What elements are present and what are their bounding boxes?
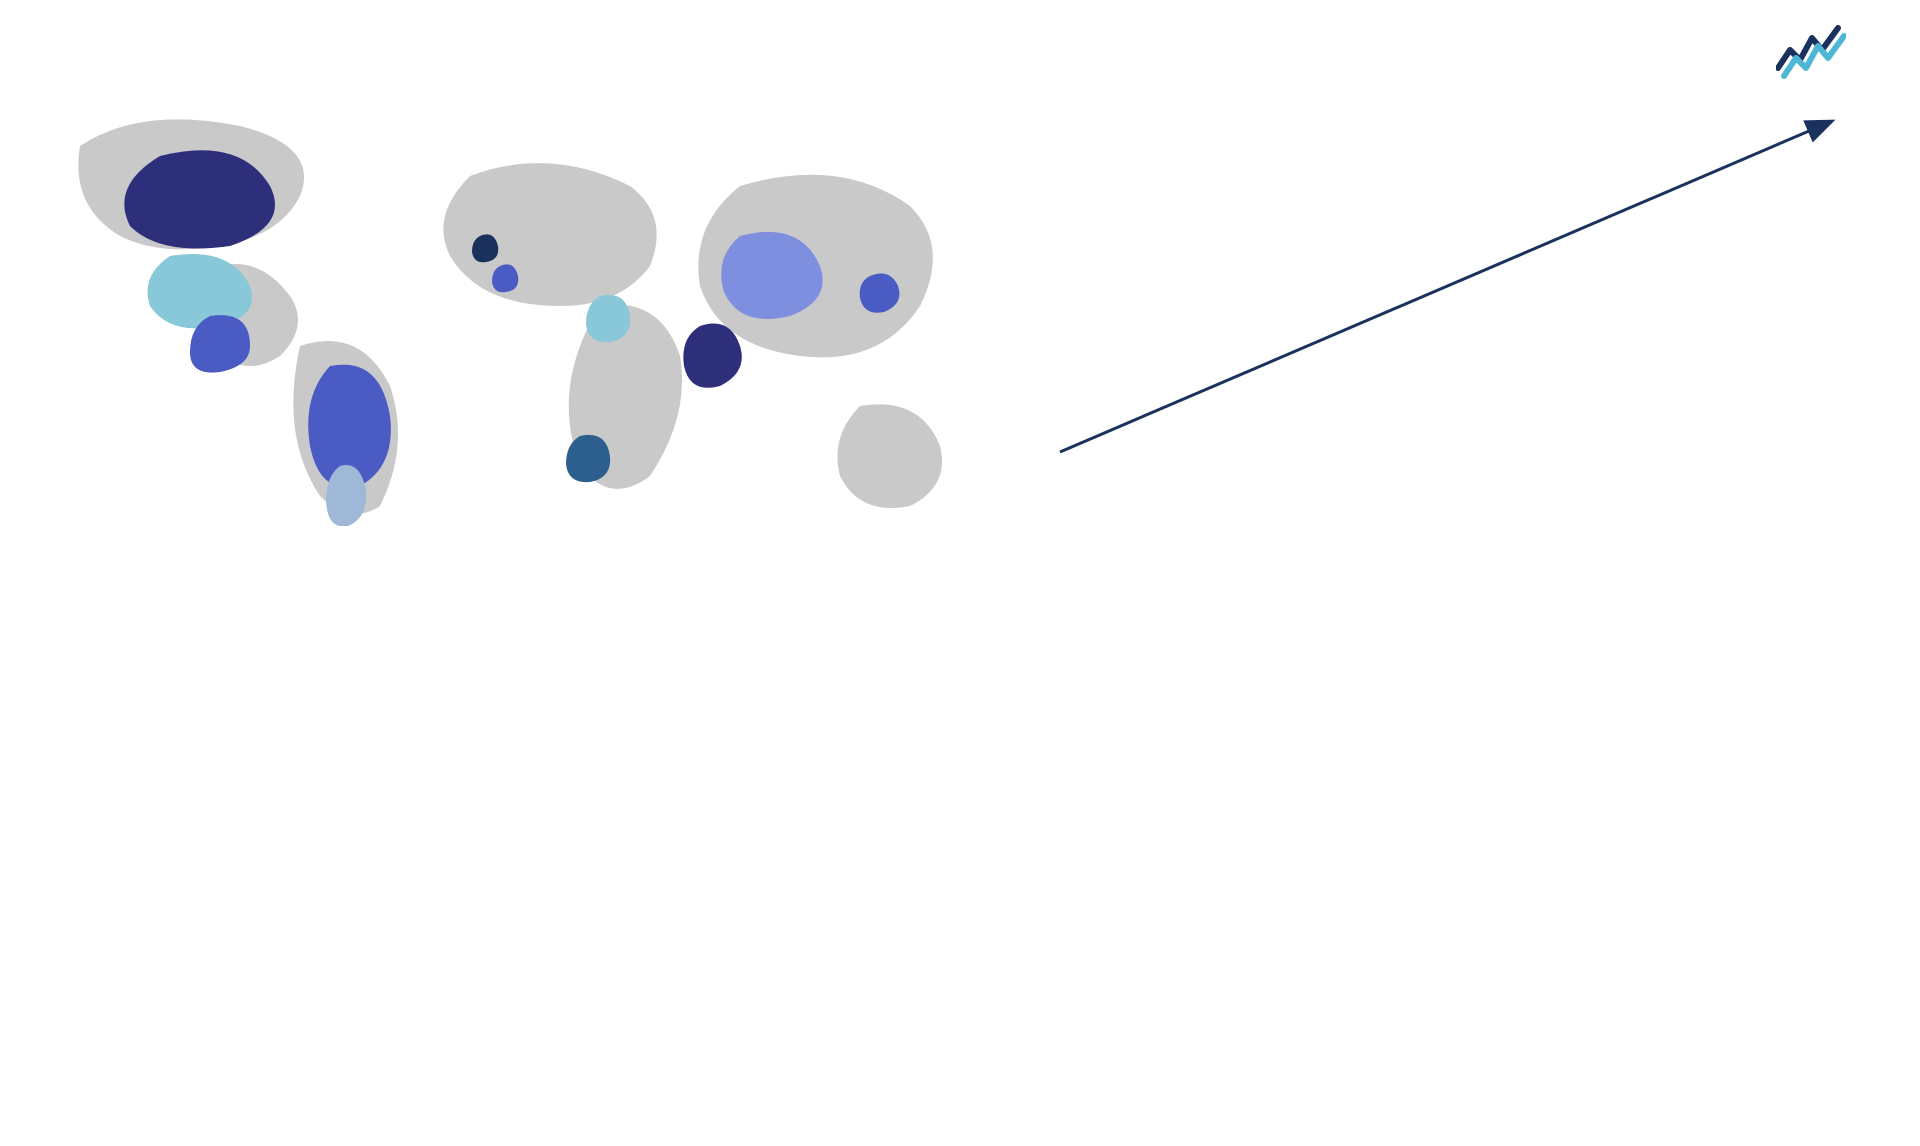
world-map	[40, 106, 1000, 526]
main-stacked-bar-chart	[1040, 106, 1860, 526]
segmentation-chart	[40, 592, 390, 892]
logo-icon	[1776, 24, 1846, 80]
key-players-panel	[630, 574, 1200, 902]
world-map-panel	[40, 106, 1000, 526]
top-row	[40, 106, 1880, 526]
header	[40, 24, 1880, 80]
main-bar-chart-panel	[1040, 106, 1880, 526]
bottom-row	[40, 574, 1880, 902]
brand-logo	[1776, 24, 1860, 80]
regional-donut-chart	[1230, 592, 1540, 902]
segmentation-panel	[40, 574, 600, 902]
regional-panel	[1230, 574, 1880, 902]
